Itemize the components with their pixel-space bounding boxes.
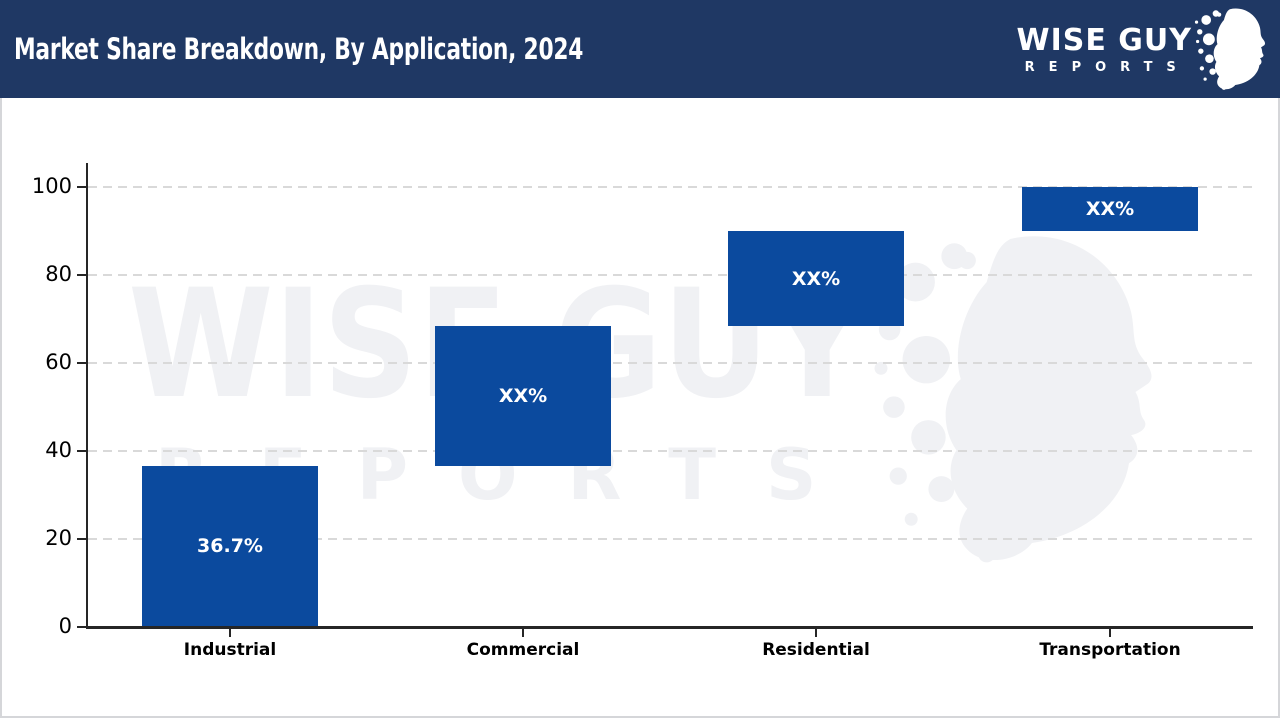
bar-value-label: 36.7%: [197, 535, 263, 558]
y-tick-mark: [77, 274, 86, 276]
y-gridline: [88, 450, 1253, 452]
y-axis-line: [86, 163, 88, 629]
waterfall-bar: 36.7%: [142, 465, 318, 627]
y-tick-label: 80: [45, 262, 72, 286]
bar-value-label: XX%: [1085, 198, 1135, 220]
x-axis-label: Transportation: [1039, 640, 1181, 660]
y-tick-mark: [77, 626, 86, 628]
x-tick-mark: [522, 629, 524, 637]
y-tick-mark: [77, 538, 86, 540]
waterfall-bar: XX%: [728, 231, 904, 327]
brand-name: WISE GUY: [1016, 23, 1192, 58]
y-tick-label: 0: [58, 614, 72, 638]
y-tick-mark: [77, 186, 86, 188]
x-axis-label: Commercial: [466, 640, 580, 660]
y-tick-label: 40: [45, 438, 72, 462]
y-tick-mark: [77, 450, 86, 452]
x-axis-line: [86, 626, 1253, 629]
x-tick-mark: [815, 629, 817, 637]
y-tick-label: 60: [45, 350, 72, 374]
page-title: Market Share Breakdown, By Application, …: [14, 32, 584, 66]
y-tick-label: 20: [45, 526, 72, 550]
y-gridline: [88, 186, 1253, 188]
y-gridline: [88, 274, 1253, 276]
bar-value-label: XX%: [498, 384, 548, 407]
waterfall-bar: XX%: [1022, 187, 1198, 231]
brand-logo: WISE GUY REPORTS: [1016, 6, 1270, 92]
y-tick-mark: [77, 362, 86, 364]
y-gridline: [88, 538, 1253, 540]
x-tick-mark: [229, 629, 231, 637]
y-gridline: [88, 362, 1253, 364]
brand-sub: REPORTS: [1024, 60, 1190, 75]
brand-text: WISE GUY REPORTS: [1016, 23, 1192, 75]
x-axis-label: Residential: [762, 640, 870, 660]
header: Market Share Breakdown, By Application, …: [0, 0, 1280, 98]
x-axis-label: Industrial: [183, 640, 277, 660]
waterfall-bar: XX%: [435, 326, 611, 466]
y-tick-label: 100: [31, 174, 72, 198]
bar-value-label: XX%: [791, 267, 841, 290]
x-tick-mark: [1109, 629, 1111, 637]
